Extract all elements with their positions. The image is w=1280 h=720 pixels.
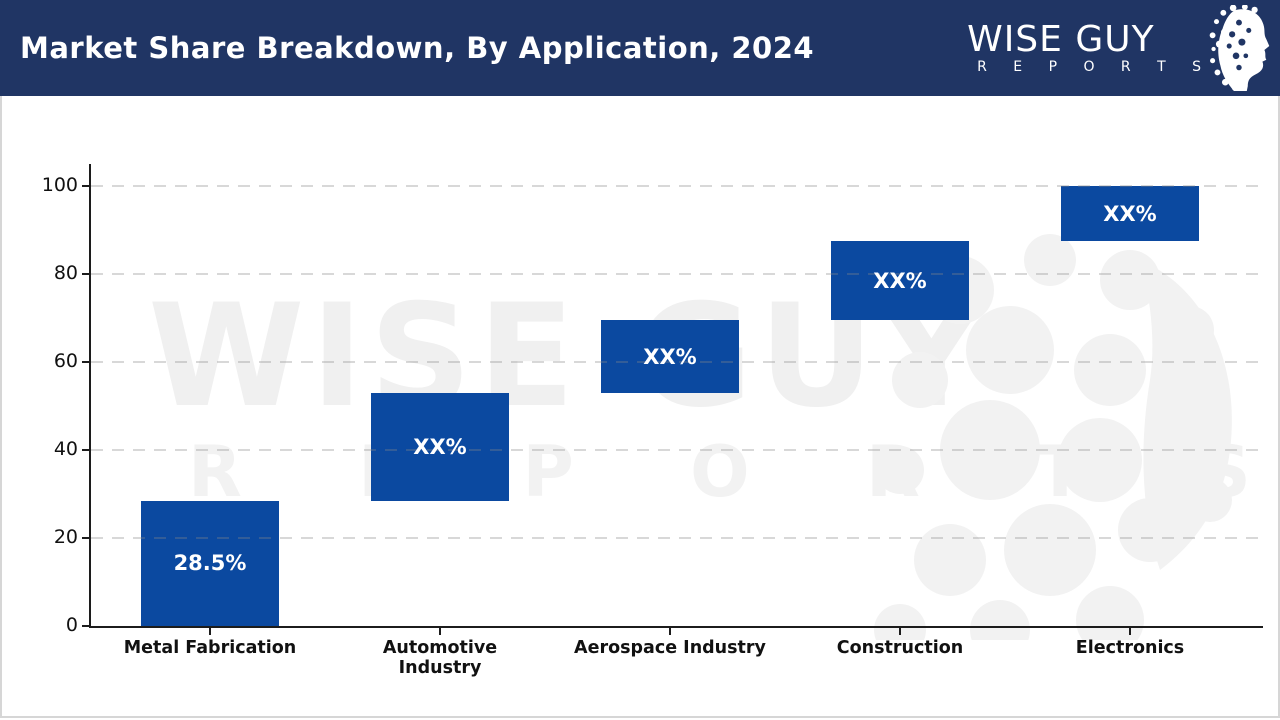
chart-plot-area: 0 20 40 60 80 100 28.5% Metal Fabrication XX% Aut… <box>0 96 1280 716</box>
y-tick-label-0: 0 <box>65 614 78 636</box>
bar-value-label-automotive-industry: XX% <box>413 434 467 459</box>
y-tick-mark-80 <box>82 273 90 275</box>
frame-border-left <box>0 96 2 718</box>
frame-border-right <box>1278 96 1280 718</box>
gridline-20 <box>91 537 1258 539</box>
bar-metal-fabrication <box>141 500 279 626</box>
bar-value-label-electronics: XX% <box>1103 201 1157 226</box>
y-tick-label-100: 100 <box>41 174 78 196</box>
wise-guy-logo: WISE GUY R E P O R T S <box>967 4 1270 92</box>
x-tick-mark-construction <box>899 628 901 635</box>
bar-value-label-metal-fabrication: 28.5% <box>173 551 247 576</box>
watermark-face-dots <box>874 234 1232 640</box>
bar-construction <box>831 241 969 321</box>
y-tick-label-60: 60 <box>53 350 78 372</box>
y-tick-mark-0 <box>82 625 90 627</box>
x-axis-label-metal-fabrication: Metal Fabrication <box>123 638 297 658</box>
frame-border-bottom <box>0 716 1280 718</box>
y-axis-spine <box>89 164 91 626</box>
x-tick-mark-automotive-industry <box>439 628 441 635</box>
y-tick-mark-20 <box>82 537 90 539</box>
x-tick-mark-aerospace-industry <box>669 628 671 635</box>
bar-automotive-industry <box>371 392 509 501</box>
x-axis-label-automotive-industry: Automotive Industry <box>382 638 498 678</box>
x-axis-label-construction: Construction <box>836 638 964 658</box>
logo-wordmark: WISE GUY <box>967 19 1155 60</box>
logo-subtitle: R E P O R T S <box>977 59 1212 75</box>
bar-value-label-construction: XX% <box>873 268 927 293</box>
bar-aerospace-industry <box>601 320 739 393</box>
logo-face-icon <box>1209 5 1270 91</box>
y-tick-mark-100 <box>82 185 90 187</box>
gridline-100 <box>91 185 1258 187</box>
bar-electronics <box>1061 186 1199 241</box>
gridline-60 <box>91 361 1258 363</box>
gridline-40 <box>91 449 1258 451</box>
y-tick-label-40: 40 <box>53 438 78 460</box>
logo-text: WISE GUY R E P O R T S <box>967 19 1212 76</box>
y-tick-mark-40 <box>82 449 90 451</box>
x-axis-label-electronics: Electronics <box>1075 638 1185 658</box>
gridline-80 <box>91 273 1258 275</box>
y-tick-label-80: 80 <box>53 262 78 284</box>
x-tick-mark-metal-fabrication <box>209 628 211 635</box>
page-title: Market Share Breakdown, By Application, … <box>20 31 815 65</box>
y-tick-label-20: 20 <box>53 526 78 548</box>
x-axis-label-aerospace-industry: Aerospace Industry <box>574 638 766 658</box>
x-tick-mark-electronics <box>1129 628 1131 635</box>
x-axis-spine <box>89 626 1263 628</box>
bar-value-label-aerospace-industry: XX% <box>643 344 697 369</box>
header-bar: Market Share Breakdown, By Application, … <box>0 0 1280 96</box>
y-tick-mark-60 <box>82 361 90 363</box>
